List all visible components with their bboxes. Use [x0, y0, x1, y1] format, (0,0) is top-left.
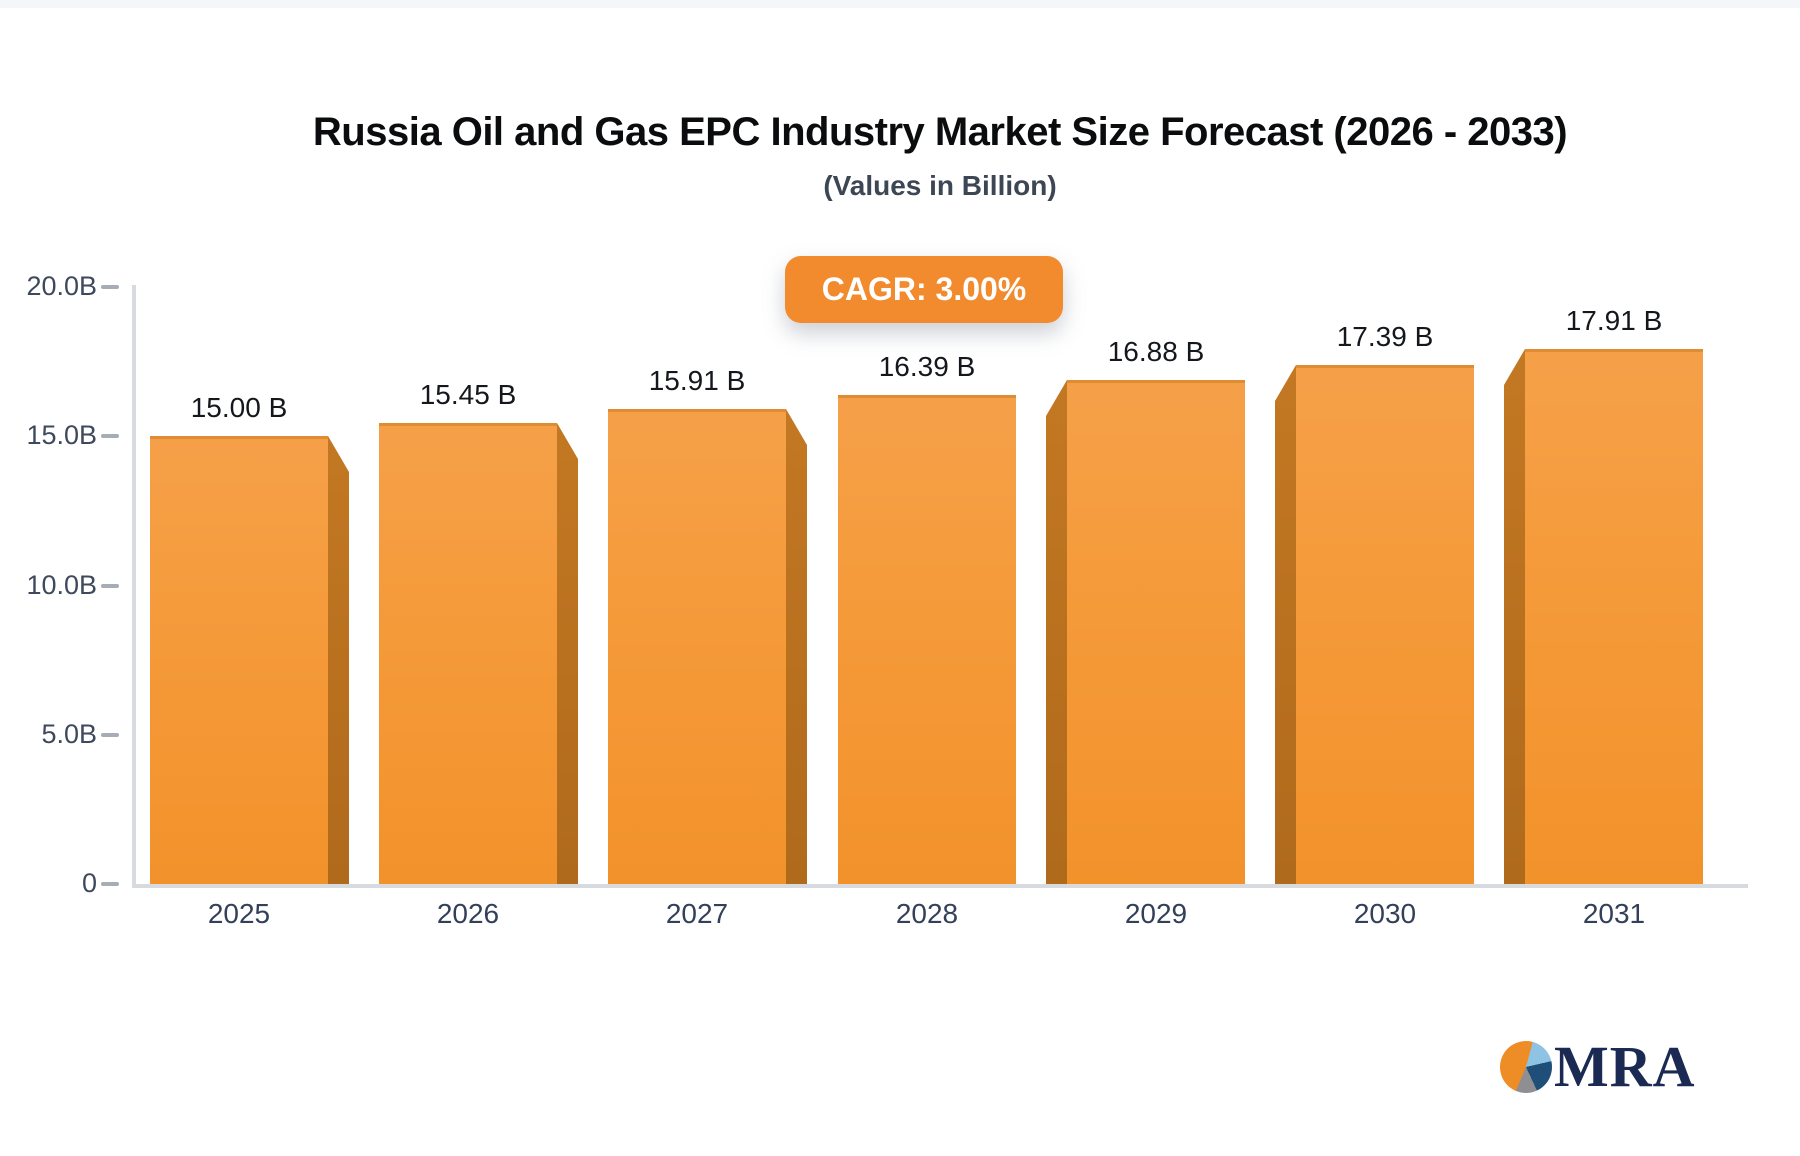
bar	[608, 409, 786, 884]
x-axis-line	[132, 884, 1748, 888]
pie-chart-icon	[1500, 1041, 1552, 1093]
bar	[1067, 380, 1245, 884]
bar-side-face	[557, 423, 578, 884]
x-axis-label: 2028	[895, 898, 959, 929]
cagr-badge: CAGR: 3.00%	[785, 256, 1063, 323]
bar-side-face	[1275, 365, 1296, 884]
bar-value-label: 15.91 B	[648, 365, 746, 396]
logo-text: MRA	[1554, 1034, 1696, 1099]
y-axis-tick	[101, 434, 119, 439]
bar	[838, 395, 1016, 884]
bar-value-label: 17.39 B	[1336, 321, 1434, 352]
x-axis-label: 2027	[665, 898, 729, 929]
bar	[1296, 365, 1474, 884]
x-axis-label: 2030	[1353, 898, 1417, 929]
y-axis-tick	[101, 882, 119, 886]
y-axis-label: 0	[81, 868, 97, 898]
bar-value-label: 15.45 B	[419, 379, 517, 410]
mra-logo: MRA	[1500, 1036, 1696, 1098]
y-axis-tick	[101, 732, 119, 737]
y-axis-line	[132, 285, 136, 886]
bar-value-label: 16.39 B	[878, 351, 976, 382]
bar-value-label: 15.00 B	[190, 392, 288, 423]
chart-title: Russia Oil and Gas EPC Industry Market S…	[312, 110, 1568, 154]
bar	[1525, 349, 1703, 884]
bar-value-label: 17.91 B	[1565, 305, 1663, 336]
y-axis-tick	[101, 285, 119, 289]
chart-subtitle: (Values in Billion)	[823, 170, 1057, 201]
y-axis-tick	[101, 583, 119, 588]
y-axis-label: 5.0B	[41, 718, 97, 749]
y-axis-label: 20.0B	[26, 271, 97, 301]
bar-value-label: 16.88 B	[1107, 336, 1205, 367]
x-axis-label: 2025	[207, 898, 271, 929]
bar-side-face	[328, 436, 349, 884]
y-axis-label: 15.0B	[26, 420, 97, 451]
bar-side-face	[786, 409, 807, 884]
bar	[379, 423, 557, 884]
bar-side-face	[1046, 380, 1067, 884]
bar-side-face	[1504, 349, 1525, 884]
x-axis-label: 2029	[1124, 898, 1188, 929]
x-axis-label: 2026	[436, 898, 500, 929]
bar	[150, 436, 328, 884]
y-axis-label: 10.0B	[26, 569, 97, 600]
x-axis-label: 2031	[1582, 898, 1646, 929]
